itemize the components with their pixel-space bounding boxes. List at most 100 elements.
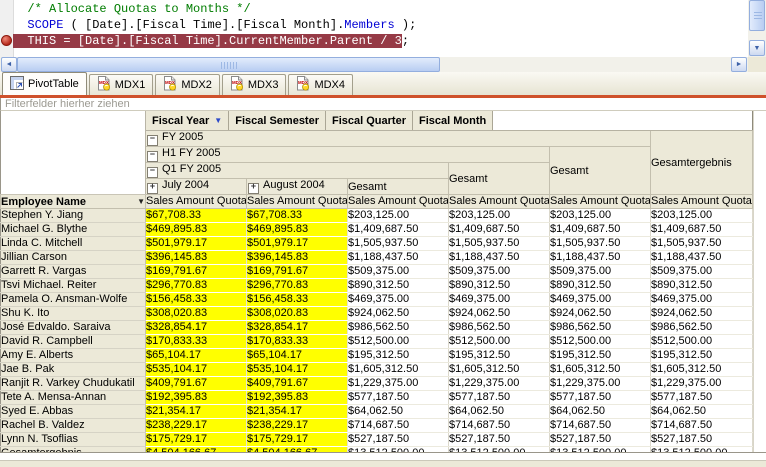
quota-cell[interactable]: $577,187.50 (448, 390, 550, 405)
quota-cell[interactable]: $1,188,437.50 (448, 250, 550, 265)
quota-cell[interactable]: $924,062.50 (549, 306, 651, 321)
employee-name-cell[interactable]: Linda C. Mitchell (0, 236, 146, 251)
quota-cell[interactable]: $1,229,375.00 (347, 376, 449, 391)
quota-cell[interactable]: $535,104.17 (145, 362, 247, 377)
measure-header[interactable]: Sales Amount Quota (246, 194, 348, 209)
dropdown-arrow-icon[interactable]: ▼ (214, 115, 223, 125)
horizontal-scrollbar-thumb[interactable] (17, 57, 440, 72)
header-semester-h1fy2005[interactable]: − H1 FY 2005 (145, 146, 550, 163)
quota-cell[interactable]: $469,895.83 (246, 222, 348, 237)
quota-cell[interactable]: $1,229,375.00 (448, 376, 550, 391)
header-semester-total[interactable]: Gesamt (549, 146, 651, 195)
header-grand-total[interactable]: Gesamtergebnis (649, 130, 754, 195)
quota-cell[interactable]: $512,500.00 (347, 334, 449, 349)
quota-cell[interactable]: $175,729.17 (246, 432, 348, 447)
quota-cell[interactable]: $308,020.83 (145, 306, 247, 321)
quota-cell[interactable]: $1,188,437.50 (549, 250, 651, 265)
quota-cell[interactable]: $577,187.50 (549, 390, 651, 405)
quota-cell[interactable]: $67,708.33 (246, 208, 348, 223)
quota-cell[interactable]: $21,354.17 (246, 404, 348, 419)
header-month-august2004[interactable]: + August 2004 (246, 178, 348, 195)
measure-header[interactable]: Sales Amount Quota (549, 194, 651, 209)
quota-cell[interactable]: $469,375.00 (347, 292, 449, 307)
quota-cell[interactable]: $203,125.00 (448, 208, 550, 223)
dropdown-arrow-icon[interactable]: ▼ (137, 196, 145, 206)
collapse-icon[interactable]: − (147, 151, 158, 162)
header-fiscal-year-fy2005[interactable]: − FY 2005 (145, 130, 651, 147)
quota-cell[interactable]: $296,770.83 (246, 278, 348, 293)
vertical-scrollbar-thumb[interactable] (749, 0, 765, 31)
field-fiscal-semester[interactable]: Fiscal Semester (229, 111, 326, 130)
quota-cell[interactable]: $577,187.50 (347, 390, 449, 405)
quota-cell[interactable]: $535,104.17 (246, 362, 348, 377)
quota-cell[interactable]: $21,354.17 (145, 404, 247, 419)
expand-icon[interactable]: + (147, 183, 158, 194)
breakpoint-icon[interactable] (1, 35, 12, 46)
mdx-script-editor[interactable]: /* Allocate Quotas to Months */ SCOPE ( … (0, 0, 748, 57)
quota-cell[interactable]: $409,791.67 (246, 376, 348, 391)
header-month-july2004[interactable]: + July 2004 (145, 178, 247, 195)
quota-cell[interactable]: $1,605,312.50 (650, 362, 754, 377)
employee-name-cell[interactable]: David R. Campbell (0, 334, 146, 349)
quota-cell[interactable]: $714,687.50 (549, 418, 651, 433)
quota-cell[interactable]: $238,229.17 (246, 418, 348, 433)
quota-cell[interactable]: $714,687.50 (347, 418, 449, 433)
measure-header[interactable]: Sales Amount Quota (649, 194, 754, 209)
scroll-right-button[interactable]: ► (731, 57, 747, 72)
quota-cell[interactable]: $890,312.50 (347, 278, 449, 293)
quota-cell[interactable]: $238,229.17 (145, 418, 247, 433)
row-field-employee-name[interactable]: Employee Name ▼ (0, 194, 146, 209)
quota-cell[interactable]: $203,125.00 (549, 208, 651, 223)
quota-cell[interactable]: $65,104.17 (145, 348, 247, 363)
quota-cell[interactable]: $924,062.50 (448, 306, 550, 321)
measure-header[interactable]: Sales Amount Quota (145, 194, 247, 209)
quota-cell[interactable]: $1,505,937.50 (549, 236, 651, 251)
quota-cell[interactable]: $156,458.33 (246, 292, 348, 307)
quota-cell[interactable]: $890,312.50 (448, 278, 550, 293)
quota-cell[interactable]: $924,062.50 (650, 306, 754, 321)
quota-cell[interactable]: $296,770.83 (145, 278, 247, 293)
quota-cell[interactable]: $409,791.67 (145, 376, 247, 391)
employee-name-cell[interactable]: Syed E. Abbas (0, 404, 146, 419)
quota-cell[interactable]: $203,125.00 (347, 208, 449, 223)
quota-cell[interactable]: $509,375.00 (650, 264, 754, 279)
quota-cell[interactable]: $1,605,312.50 (347, 362, 449, 377)
employee-name-cell[interactable]: Lynn N. Tsoflias (0, 432, 146, 447)
tab-pivottable[interactable]: PivotTable (2, 72, 87, 95)
editor-horizontal-scrollbar[interactable]: ◄ ► (0, 57, 748, 72)
employee-name-cell[interactable]: Rachel B. Valdez (0, 418, 146, 433)
quota-cell[interactable]: $512,500.00 (549, 334, 651, 349)
employee-name-cell[interactable]: José Edvaldo. Saraiva (0, 320, 146, 335)
quota-cell[interactable]: $308,020.83 (246, 306, 348, 321)
collapse-icon[interactable]: − (147, 135, 158, 146)
quota-cell[interactable]: $986,562.50 (650, 320, 754, 335)
quota-cell[interactable]: $170,833.33 (246, 334, 348, 349)
quota-cell[interactable]: $509,375.00 (347, 264, 449, 279)
field-fiscal-year[interactable]: Fiscal Year ▼ (146, 111, 230, 130)
quota-cell[interactable]: $192,395.83 (145, 390, 247, 405)
measure-header[interactable]: Sales Amount Quota (448, 194, 550, 209)
quota-cell[interactable]: $986,562.50 (448, 320, 550, 335)
quota-cell[interactable]: $64,062.50 (650, 404, 754, 419)
quota-cell[interactable]: $469,375.00 (650, 292, 754, 307)
quota-cell[interactable]: $396,145.83 (246, 250, 348, 265)
quota-cell[interactable]: $527,187.50 (549, 432, 651, 447)
quota-cell[interactable]: $328,854.17 (246, 320, 348, 335)
quota-cell[interactable]: $64,062.50 (549, 404, 651, 419)
quota-cell[interactable]: $1,505,937.50 (347, 236, 449, 251)
quota-cell[interactable]: $512,500.00 (650, 334, 754, 349)
quota-cell[interactable]: $714,687.50 (448, 418, 550, 433)
quota-cell[interactable]: $986,562.50 (347, 320, 449, 335)
employee-name-cell[interactable]: Jillian Carson (0, 250, 146, 265)
quota-cell[interactable]: $512,500.00 (448, 334, 550, 349)
quota-cell[interactable]: $890,312.50 (650, 278, 754, 293)
scroll-down-button[interactable]: ▼ (749, 40, 765, 56)
quota-cell[interactable]: $509,375.00 (448, 264, 550, 279)
quota-cell[interactable]: $195,312.50 (650, 348, 754, 363)
quota-cell[interactable]: $1,409,687.50 (650, 222, 754, 237)
employee-name-cell[interactable]: Garrett R. Vargas (0, 264, 146, 279)
quota-cell[interactable]: $1,229,375.00 (650, 376, 754, 391)
quota-cell[interactable]: $1,409,687.50 (549, 222, 651, 237)
quota-cell[interactable]: $203,125.00 (650, 208, 754, 223)
quota-cell[interactable]: $170,833.33 (145, 334, 247, 349)
